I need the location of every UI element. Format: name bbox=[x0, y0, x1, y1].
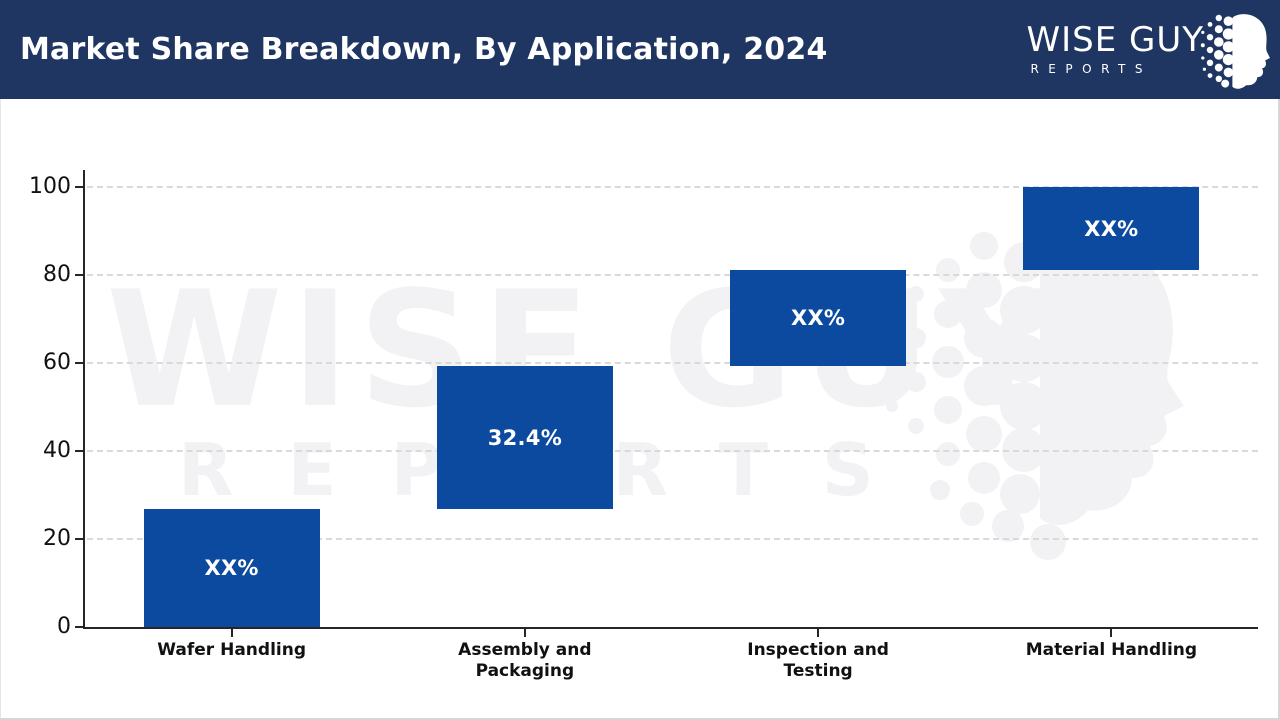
x-category-label-line: Assembly and bbox=[458, 640, 592, 660]
gridline-20 bbox=[87, 537, 1258, 540]
y-tick-label-0: 0 bbox=[57, 614, 71, 639]
y-tick-mark-100 bbox=[75, 185, 83, 188]
bar-value-label: XX% bbox=[204, 555, 259, 580]
x-tick-mark-2 bbox=[817, 629, 820, 637]
y-tick-label-100: 100 bbox=[29, 173, 71, 199]
y-tick-mark-80 bbox=[75, 273, 83, 276]
x-category-label-2: Inspection and Testing bbox=[688, 640, 948, 682]
x-axis-line bbox=[83, 627, 1258, 629]
bar-inspection-and-testing: XX% bbox=[730, 270, 907, 367]
bar-value-label: XX% bbox=[1084, 216, 1139, 241]
bar-value-label: 32.4% bbox=[487, 425, 563, 450]
header: Market Share Breakdown, By Application, … bbox=[0, 0, 1280, 99]
y-tick-label-80: 80 bbox=[43, 261, 71, 287]
logo-wordmark: WISE GUY bbox=[1026, 20, 1204, 60]
x-category-label-line: Wafer Handling bbox=[157, 640, 306, 660]
y-axis-line bbox=[83, 170, 85, 629]
x-tick-mark-0 bbox=[230, 629, 233, 637]
x-category-label-0: Wafer Handling bbox=[102, 640, 362, 661]
logo-face-icon bbox=[1200, 13, 1270, 89]
x-tick-mark-3 bbox=[1110, 629, 1113, 637]
gridline-80 bbox=[87, 273, 1258, 276]
bar-assembly-and-packaging: 32.4% bbox=[436, 366, 613, 509]
y-tick-mark-20 bbox=[75, 537, 83, 540]
y-tick-label-60: 60 bbox=[43, 349, 71, 375]
y-tick-mark-0 bbox=[75, 626, 83, 628]
logo-text: WISE GUY REPORTS bbox=[1026, 23, 1204, 76]
x-category-label-line: Material Handling bbox=[1025, 640, 1198, 660]
x-category-label-line: Packaging bbox=[475, 661, 575, 681]
gridline-60 bbox=[87, 361, 1258, 364]
y-tick-label-40: 40 bbox=[43, 437, 71, 463]
bar-wafer-handling: XX% bbox=[143, 508, 320, 627]
logo-subtext: REPORTS bbox=[1030, 62, 1152, 76]
gridline-40 bbox=[87, 449, 1258, 452]
page-title: Market Share Breakdown, By Application, … bbox=[20, 32, 828, 67]
y-tick-mark-60 bbox=[75, 361, 83, 364]
logo: WISE GUY REPORTS bbox=[1026, 8, 1270, 92]
bar-material-handling: XX% bbox=[1023, 186, 1200, 271]
bar-value-label: XX% bbox=[790, 306, 846, 331]
x-category-label-line: Testing bbox=[783, 661, 853, 681]
gridline-100 bbox=[87, 185, 1258, 188]
x-category-label-1: Assembly and Packaging bbox=[395, 640, 655, 682]
y-tick-mark-40 bbox=[75, 449, 83, 452]
x-tick-mark-1 bbox=[523, 629, 526, 637]
x-category-label-line: Inspection and bbox=[747, 640, 889, 660]
y-tick-label-20: 20 bbox=[43, 525, 71, 551]
watermark-face-icon bbox=[886, 232, 1184, 560]
x-category-label-3: Material Handling bbox=[981, 640, 1241, 661]
